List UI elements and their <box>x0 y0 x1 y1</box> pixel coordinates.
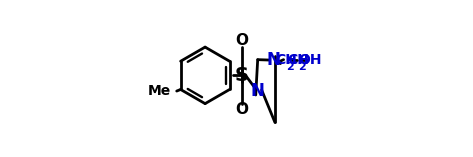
Text: S: S <box>235 66 249 85</box>
Text: OH: OH <box>298 53 321 68</box>
Text: O: O <box>236 102 248 117</box>
Text: N: N <box>251 82 264 100</box>
Text: Me: Me <box>148 84 171 98</box>
Text: N: N <box>266 51 280 69</box>
Text: CH: CH <box>288 53 309 68</box>
Text: 2: 2 <box>298 62 307 72</box>
Text: CH: CH <box>275 53 297 68</box>
Text: O: O <box>236 33 248 48</box>
Text: 2: 2 <box>286 62 294 72</box>
